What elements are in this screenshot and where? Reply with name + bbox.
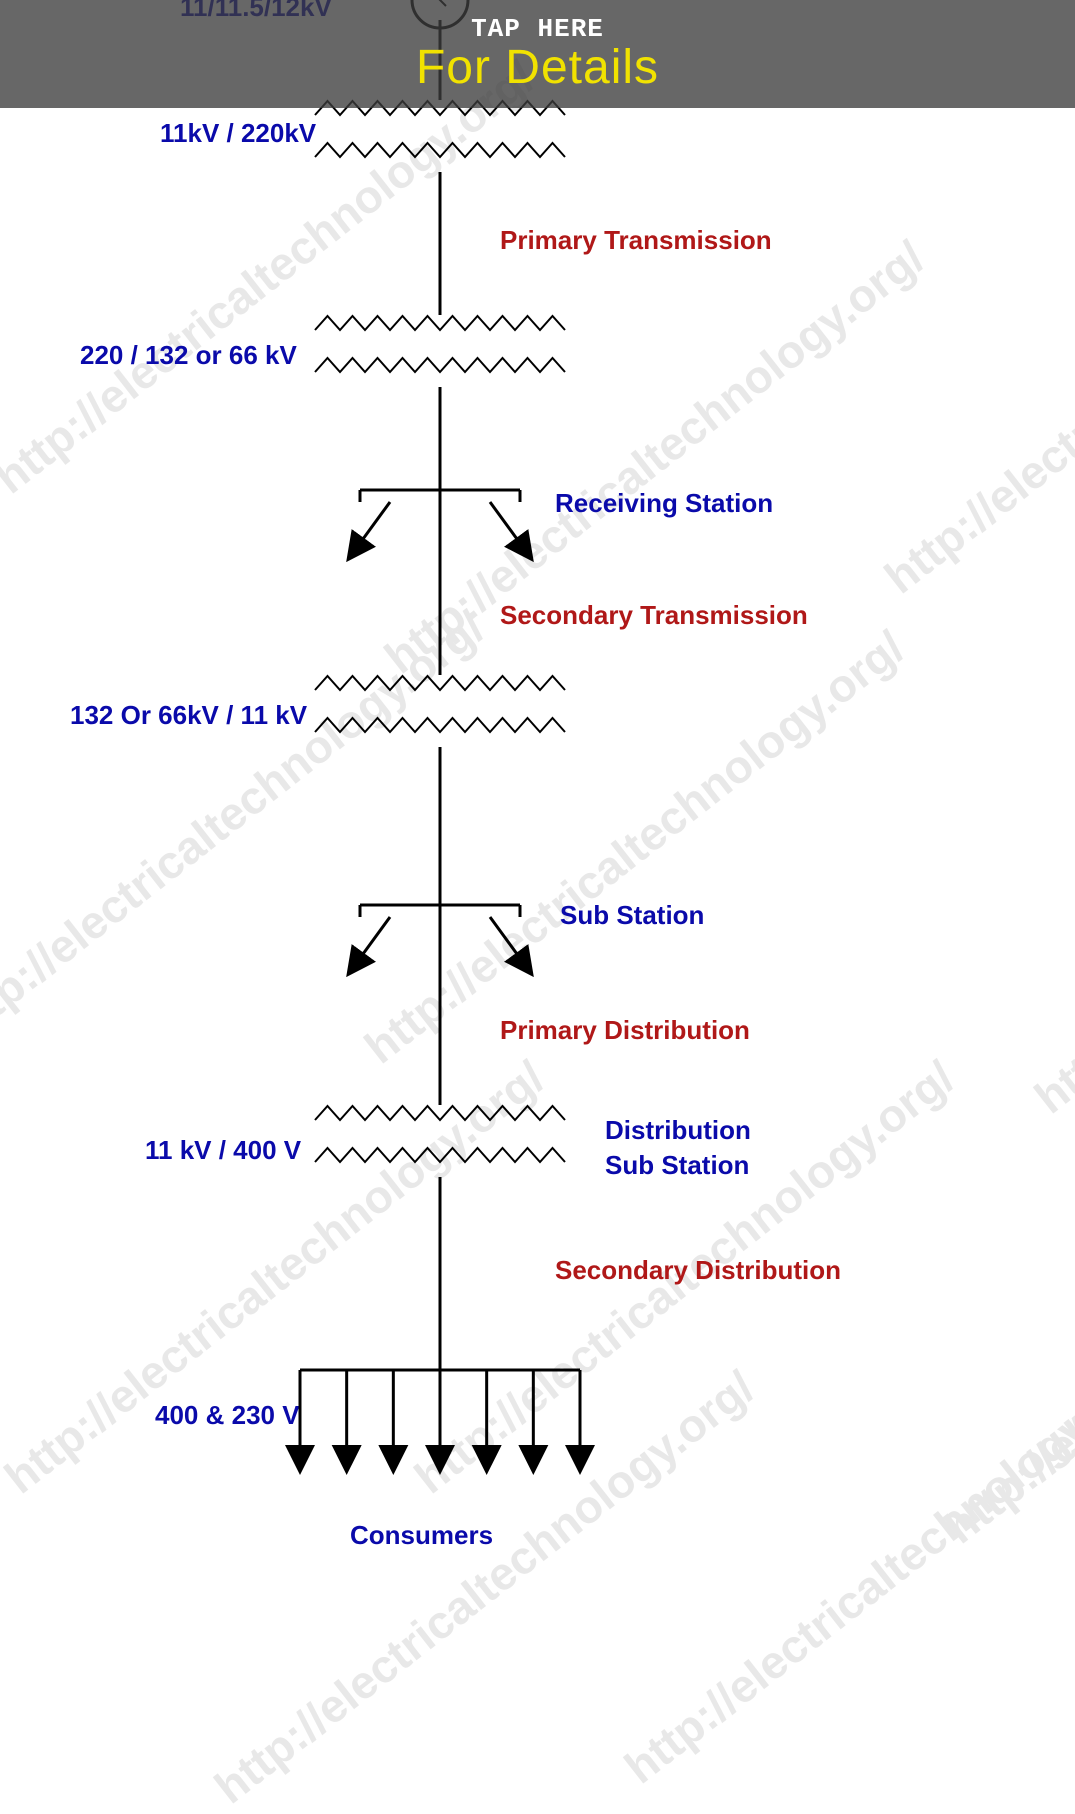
transformer-t2-secondary — [315, 358, 565, 372]
for-details-text: For Details — [416, 40, 659, 95]
top-banner[interactable]: TAP HERE For Details — [0, 0, 1075, 108]
transformer-t3-primary — [315, 676, 565, 690]
transformer-t4-primary — [315, 1106, 565, 1120]
diagram-svg — [0, 0, 1075, 1598]
transformer-t2-primary — [315, 316, 565, 330]
single-line-diagram: 11/11.5/12kV11kV / 220kVPrimary Transmis… — [0, 0, 1075, 1598]
transformer-t1-secondary — [315, 143, 565, 157]
transformer-t3-secondary — [315, 718, 565, 732]
transformer-t4-secondary — [315, 1148, 565, 1162]
